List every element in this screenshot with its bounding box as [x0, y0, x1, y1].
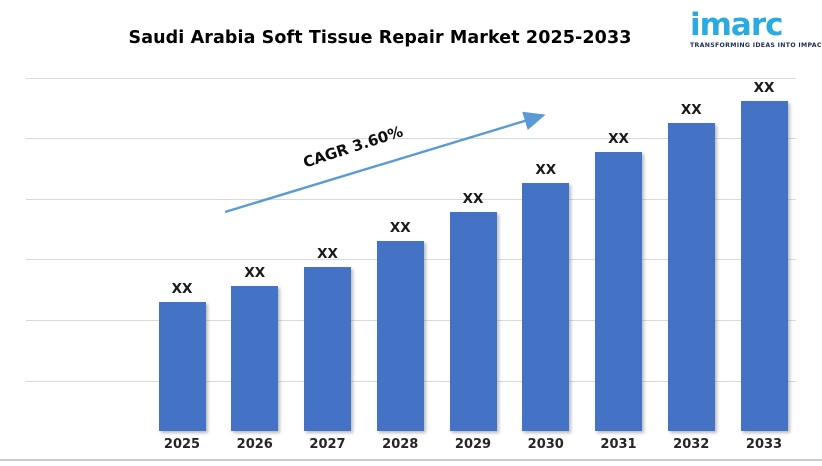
bar-value-label: XX [244, 265, 266, 281]
imarc-logo-tagline: TRANSFORMING IDEAS INTO IMPACT [690, 42, 822, 49]
bar-value-label: XX [171, 281, 193, 297]
x-axis-label-2032: 2032 [673, 437, 710, 452]
bar-2032 [667, 123, 715, 431]
gridline [26, 78, 796, 79]
bar-value-label: XX [535, 162, 557, 178]
x-axis-label-2026: 2026 [236, 437, 273, 452]
x-axis-label-2025: 2025 [163, 437, 201, 452]
bar-value-label: XX [753, 80, 775, 96]
bar-value-label: XX [317, 246, 338, 262]
imarc-logo: imarc TRANSFORMING IDEAS INTO IMPACT [690, 7, 822, 50]
x-axis-label-2033: 2033 [745, 437, 783, 452]
x-axis-label-2029: 2029 [454, 437, 492, 452]
bar-2028 [376, 241, 424, 431]
x-axis-label-2031: 2031 [600, 437, 637, 452]
bar-value-label: XX [680, 102, 702, 118]
bar-2030 [522, 183, 570, 431]
bottom-divider-line [0, 459, 822, 461]
bar-2033 [740, 101, 788, 431]
imarc-logo-wordmark: imarc [690, 7, 784, 43]
x-axis-label-2027: 2027 [309, 437, 346, 452]
bar-2025 [158, 302, 206, 431]
x-axis-label-2030: 2030 [527, 437, 564, 452]
bar-2029 [449, 212, 497, 431]
bar-value-label: XX [389, 220, 411, 236]
bar-value-label: XX [608, 131, 629, 147]
x-axis-label-2028: 2028 [382, 437, 419, 452]
chart-title: Saudi Arabia Soft Tissue Repair Market 2… [128, 28, 632, 48]
bar-2026 [231, 286, 279, 431]
bar-2027 [304, 267, 351, 431]
bar-value-label: XX [462, 191, 484, 207]
bar-2031 [595, 152, 642, 431]
